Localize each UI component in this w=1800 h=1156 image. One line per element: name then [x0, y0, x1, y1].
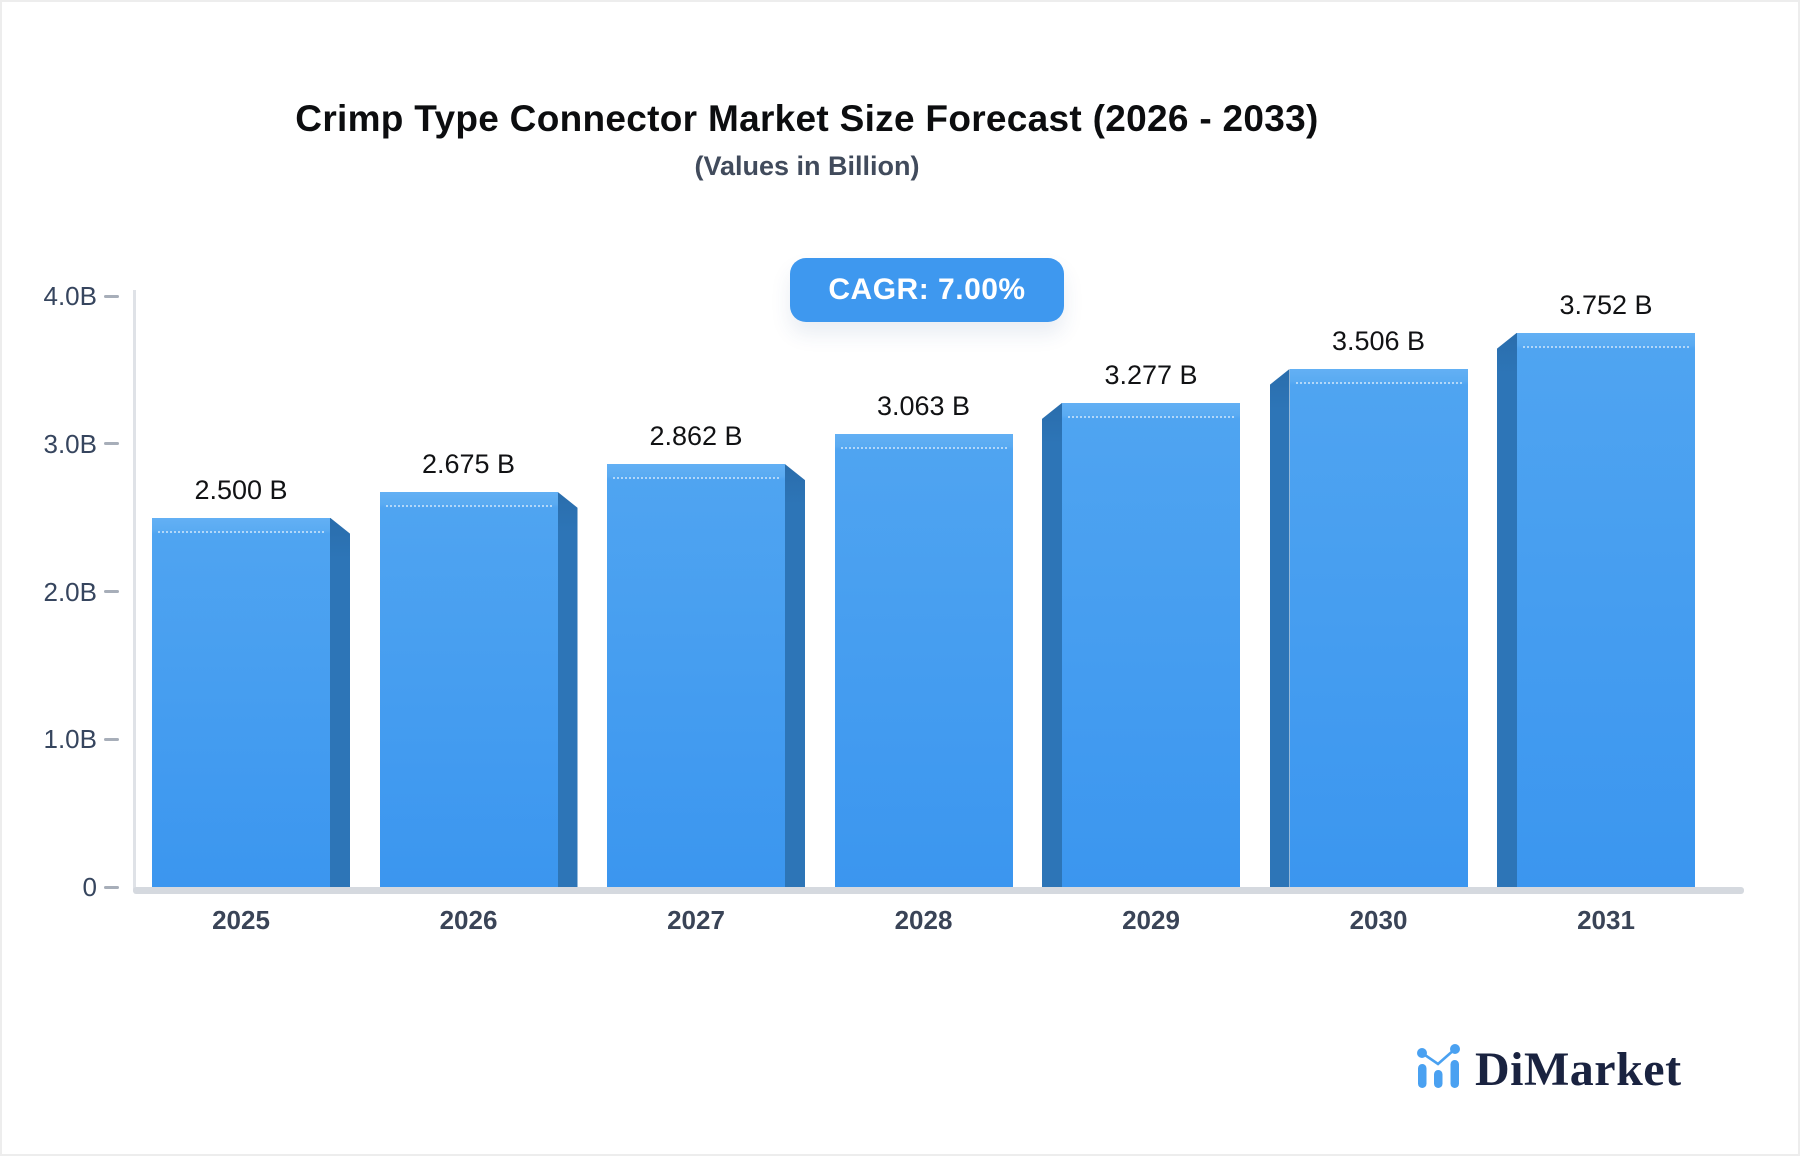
y-tick-dash: [104, 442, 119, 446]
page-title: Crimp Type Connector Market Size Forecas…: [295, 98, 1319, 139]
bar: [1289, 368, 1468, 887]
bar: [1062, 402, 1240, 887]
x-tick-label: 2028: [894, 905, 953, 935]
bar: [607, 464, 785, 887]
bar: [379, 491, 558, 887]
x-tick-label: 2029: [1122, 905, 1180, 935]
bar-value-label: 3.277 B: [1104, 359, 1198, 390]
x-tick-label: 2026: [439, 905, 498, 935]
x-tick-label: 2030: [1349, 905, 1408, 935]
y-tick-label: 1.0B: [43, 724, 98, 755]
y-tick-label: 4.0B: [43, 281, 98, 311]
bar: [152, 517, 330, 887]
bar-value-label: 2.862 B: [649, 421, 743, 452]
y-tick-label: 2.0B: [43, 576, 98, 607]
mini-bar-chart-icon: [1417, 1044, 1460, 1088]
bar-value-label: 2.675 B: [421, 448, 516, 479]
bar-side-3d: [1042, 402, 1062, 887]
y-tick-label: 3.0B: [43, 428, 98, 459]
y-tick-dash: [104, 737, 119, 741]
bar-side-3d: [557, 491, 578, 887]
bar-value-label: 2.500 B: [194, 474, 288, 505]
logo-text: DiMarket: [1475, 1043, 1682, 1096]
bar: [834, 434, 1013, 887]
y-axis-line: [133, 290, 136, 890]
bar: [1517, 332, 1695, 887]
y-tick-dash: [104, 885, 119, 889]
y-tick-dash: [104, 294, 119, 298]
x-tick-label: 2027: [667, 905, 725, 935]
brand-logo: DiMarket: [1415, 1040, 1682, 1094]
cagr-badge: CAGR: 7.00%: [790, 258, 1064, 322]
bar-side-3d: [330, 517, 350, 887]
bar-value-label: 3.752 B: [1559, 289, 1653, 320]
x-axis-line: [133, 887, 1744, 894]
bar-value-label: 3.506 B: [1331, 325, 1426, 356]
bar-side-3d: [785, 464, 805, 887]
bar-value-label: 3.063 B: [876, 391, 971, 422]
x-tick-label: 2031: [1577, 905, 1635, 935]
y-tick-label: 0: [82, 872, 97, 902]
y-tick-dash: [104, 590, 119, 593]
x-tick-label: 2025: [212, 905, 270, 935]
chart-subtitle: (Values in Billion): [694, 151, 920, 181]
bar-side-3d: [1269, 368, 1290, 887]
bar-side-3d: [1497, 332, 1517, 887]
